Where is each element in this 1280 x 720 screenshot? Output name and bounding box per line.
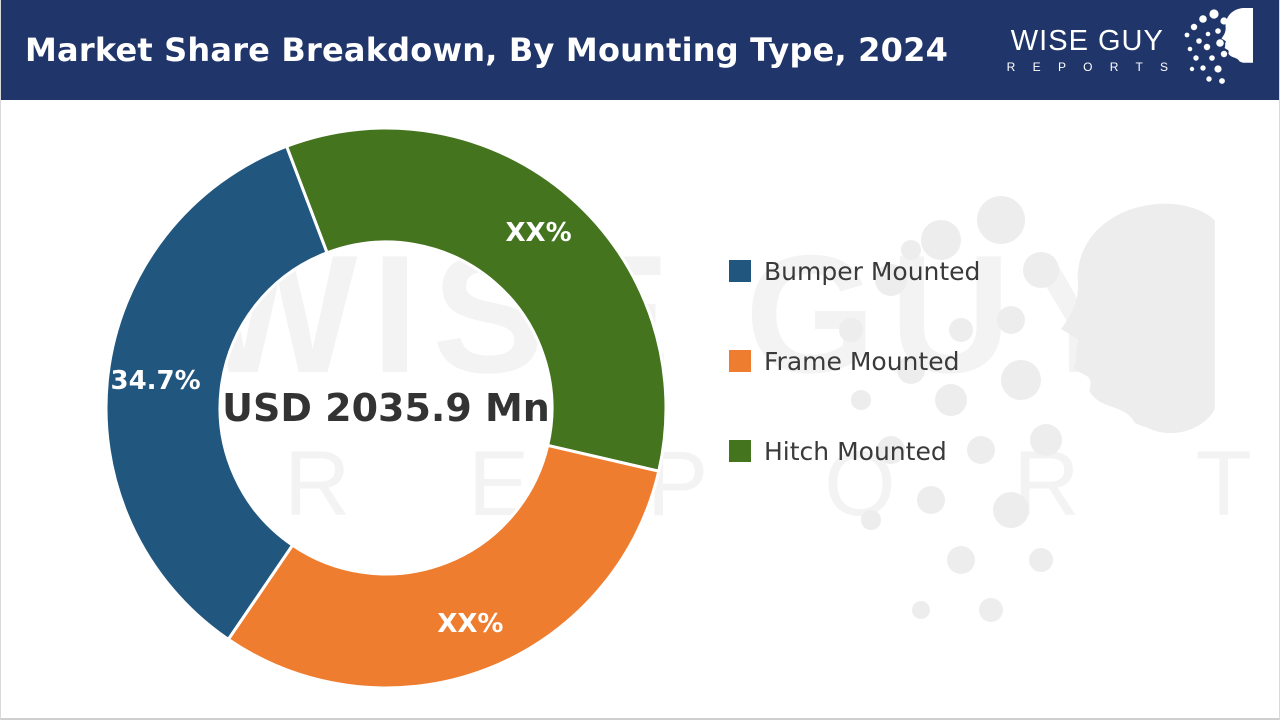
donut-center-total: USD 2035.9 Mn: [222, 386, 550, 430]
segment-value-label: XX%: [505, 218, 571, 248]
logo-face-dots-icon: [1181, 7, 1253, 93]
page-title: Market Share Breakdown, By Mounting Type…: [25, 31, 949, 69]
segment-value-label: 34.7%: [111, 366, 201, 396]
watermark-face-dots: [821, 190, 1221, 674]
donut-segment-frame-mounted: [226, 443, 661, 690]
header-bar: Market Share Breakdown, By Mounting Type…: [1, 0, 1279, 100]
legend-label: Bumper Mounted: [764, 256, 981, 286]
legend-label: Frame Mounted: [764, 346, 960, 376]
legend-swatch-bumper-mounted: [729, 260, 751, 282]
legend-item-frame-mounted: Frame Mounted: [729, 346, 980, 376]
chart-area: WISE GUY R E P O R T S: [1, 100, 1279, 718]
watermark-text-line1: WISE GUY: [199, 220, 1152, 408]
donut-segment-bumper-mounted: [104, 144, 329, 641]
watermark-text-line2: R E P O R T S: [284, 433, 1279, 535]
legend-item-bumper-mounted: Bumper Mounted: [729, 256, 980, 286]
logo-text: WISE GUY R E P O R T S: [1000, 25, 1175, 74]
wise-guy-reports-logo: WISE GUY R E P O R T S: [1000, 7, 1253, 93]
legend-label: Hitch Mounted: [764, 436, 947, 466]
donut-chart: XX% XX% 34.7%: [104, 126, 668, 690]
legend-swatch-frame-mounted: [729, 350, 751, 372]
legend-swatch-hitch-mounted: [729, 440, 751, 462]
legend-item-hitch-mounted: Hitch Mounted: [729, 436, 980, 466]
logo-subtitle: R E P O R T S: [1006, 60, 1175, 74]
segment-value-label: XX%: [437, 609, 503, 639]
chart-legend: Bumper Mounted Frame Mounted Hitch Mount…: [729, 256, 980, 526]
logo-name: WISE GUY: [1010, 25, 1164, 57]
donut-segment-hitch-mounted: [285, 126, 668, 473]
